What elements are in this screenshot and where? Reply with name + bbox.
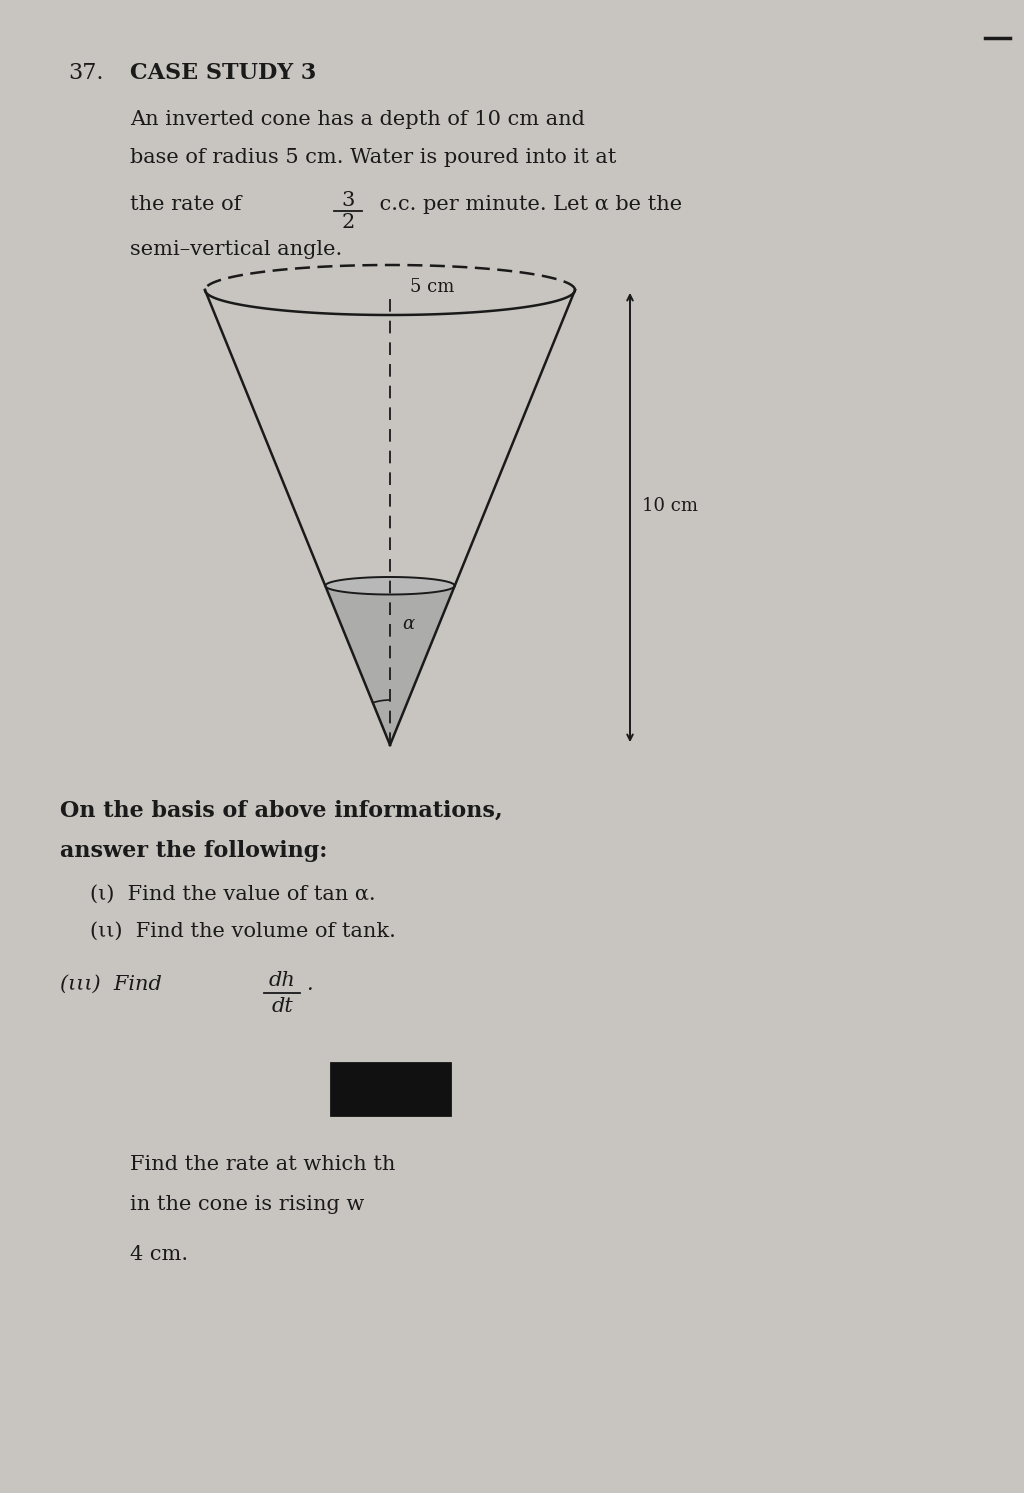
Text: CASE STUDY 3: CASE STUDY 3 — [130, 63, 316, 84]
FancyBboxPatch shape — [331, 1063, 450, 1115]
Text: (ιιι)  Find: (ιιι) Find — [60, 975, 169, 994]
Text: 2: 2 — [341, 213, 354, 231]
Text: dh: dh — [268, 970, 296, 990]
Polygon shape — [326, 576, 455, 594]
Text: An inverted cone has a depth of 10 cm and: An inverted cone has a depth of 10 cm an… — [130, 110, 585, 128]
Text: α: α — [402, 615, 414, 633]
Text: base of radius 5 cm. Water is poured into it at: base of radius 5 cm. Water is poured int… — [130, 148, 616, 167]
Text: 5 cm: 5 cm — [410, 278, 455, 296]
Text: in the cone is rising w: in the cone is rising w — [130, 1194, 365, 1214]
Text: 10 cm: 10 cm — [642, 497, 698, 515]
Text: (ι)  Find the value of tan α.: (ι) Find the value of tan α. — [90, 885, 376, 903]
Text: the rate of: the rate of — [130, 196, 248, 213]
Text: On the basis of above informations,: On the basis of above informations, — [60, 800, 503, 823]
Polygon shape — [326, 585, 455, 745]
Text: c.c. per minute. Let α be the: c.c. per minute. Let α be the — [373, 196, 682, 213]
Text: (ιι)  Find the volume of tank.: (ιι) Find the volume of tank. — [90, 923, 396, 941]
Text: answer the following:: answer the following: — [60, 841, 328, 861]
Text: 37.: 37. — [68, 63, 103, 84]
Text: 3: 3 — [341, 191, 354, 211]
Text: Find the rate at which th: Find the rate at which th — [130, 1156, 395, 1173]
Text: .: . — [306, 975, 312, 994]
Text: dt: dt — [271, 997, 293, 1017]
Text: OR: OR — [373, 1075, 408, 1094]
Text: 4 cm.: 4 cm. — [130, 1245, 188, 1265]
Text: semi–vertical angle.: semi–vertical angle. — [130, 240, 342, 258]
